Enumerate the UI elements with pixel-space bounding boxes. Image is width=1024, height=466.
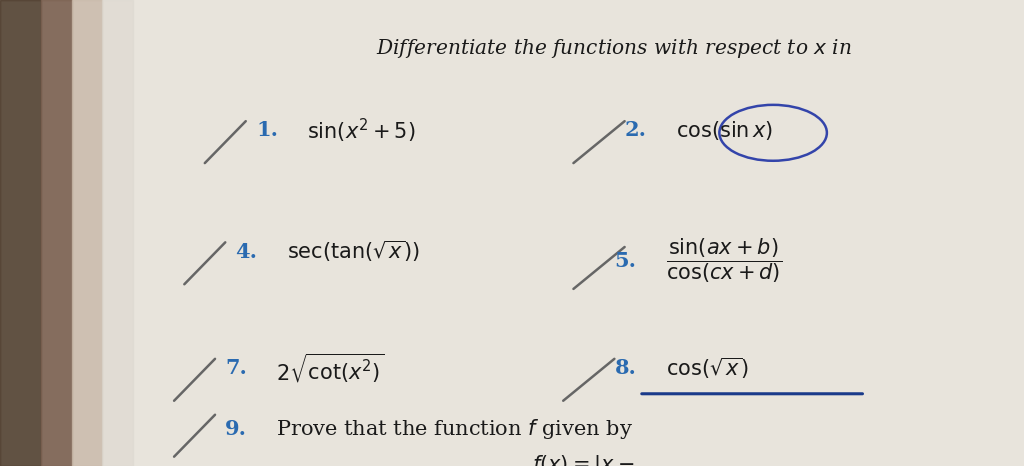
Text: 5.: 5. bbox=[614, 251, 636, 271]
Text: $\dfrac{\sin(ax+b)}{\cos(cx+d)}$: $\dfrac{\sin(ax+b)}{\cos(cx+d)}$ bbox=[666, 237, 781, 285]
Text: $\cos(\sin x)$: $\cos(\sin x)$ bbox=[676, 119, 773, 142]
Text: $2\sqrt{\cot(x^2)}$: $2\sqrt{\cot(x^2)}$ bbox=[276, 351, 385, 385]
Text: 8.: 8. bbox=[614, 358, 636, 378]
Text: 2.: 2. bbox=[625, 121, 646, 140]
Text: $\cos(\sqrt{x})$: $\cos(\sqrt{x})$ bbox=[666, 356, 749, 381]
Text: $\sin(x^2+5)$: $\sin(x^2+5)$ bbox=[307, 116, 416, 144]
Text: Prove that the function $f$ given by: Prove that the function $f$ given by bbox=[276, 417, 634, 441]
Text: 9.: 9. bbox=[225, 419, 247, 439]
Text: 7.: 7. bbox=[225, 358, 247, 378]
Text: 1.: 1. bbox=[256, 121, 278, 140]
Text: 4.: 4. bbox=[236, 242, 257, 261]
Text: Differentiate the functions with respect to $x$ in: Differentiate the functions with respect… bbox=[377, 37, 852, 60]
Text: $\sec(\tan(\sqrt{x}))$: $\sec(\tan(\sqrt{x}))$ bbox=[287, 239, 420, 264]
Text: $f(x) = |x -$: $f(x) = |x -$ bbox=[532, 453, 635, 466]
